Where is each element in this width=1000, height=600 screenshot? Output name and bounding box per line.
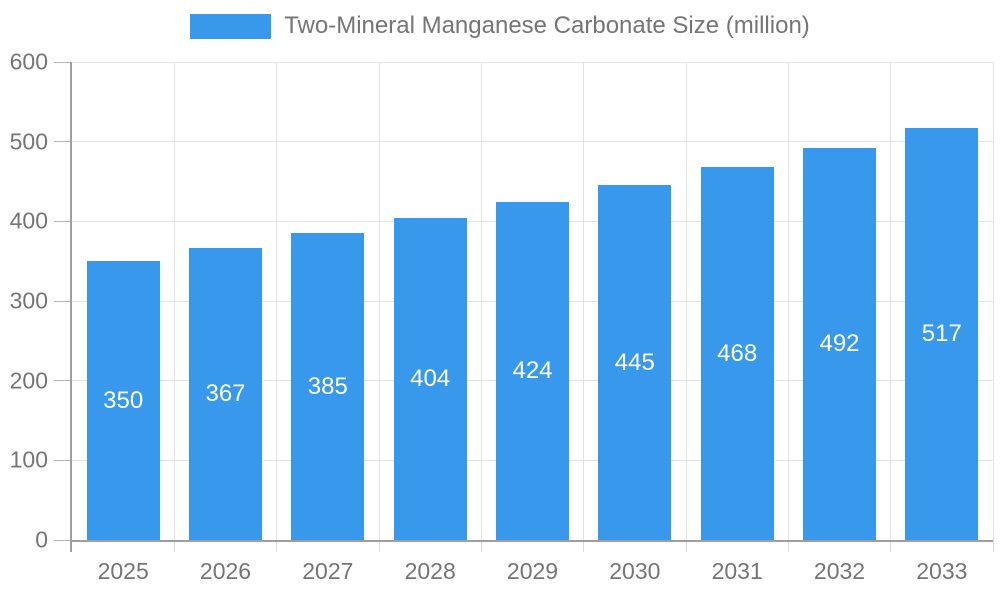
y-axis-tick xyxy=(54,380,70,382)
bar-value-label: 404 xyxy=(410,365,451,393)
y-tick-label: 400 xyxy=(9,207,48,234)
legend-label: Two-Mineral Manganese Carbonate Size (mi… xyxy=(284,12,810,39)
x-gridline xyxy=(276,62,278,540)
x-gridline xyxy=(787,62,789,540)
y-gridline xyxy=(72,61,993,63)
x-tick-label: 2027 xyxy=(302,558,354,584)
y-axis-line xyxy=(70,62,72,552)
x-gridline xyxy=(992,62,994,540)
y-axis-tick xyxy=(54,539,70,541)
bar-value-label: 350 xyxy=(103,386,144,414)
bar-2031: 468 xyxy=(700,167,774,540)
y-tick-label: 0 xyxy=(35,526,48,553)
x-axis-line xyxy=(70,540,993,542)
x-tick-label: 2028 xyxy=(404,558,456,584)
bar-value-label: 445 xyxy=(614,348,655,376)
bar-value-label: 424 xyxy=(512,357,553,385)
y-tick-label: 100 xyxy=(9,446,48,473)
bar-2025: 350 xyxy=(86,261,160,540)
x-gridline xyxy=(378,62,380,540)
x-axis-tick xyxy=(583,540,585,552)
bar-value-label: 517 xyxy=(921,320,962,348)
x-tick-label: 2029 xyxy=(506,558,559,584)
x-axis-tick xyxy=(276,540,278,552)
x-gridline xyxy=(480,62,482,540)
x-tick-label: 2030 xyxy=(609,558,661,584)
bar-2032: 492 xyxy=(803,148,876,540)
x-axis-tick xyxy=(685,540,687,552)
x-gridline xyxy=(583,62,585,540)
y-gridline xyxy=(72,141,993,143)
y-axis-tick xyxy=(54,220,70,222)
x-tick-label: 2033 xyxy=(916,558,968,584)
chart-legend: Two-Mineral Manganese Carbonate Size (mi… xyxy=(0,12,1000,40)
y-axis-tick xyxy=(54,300,70,302)
bar-value-label: 492 xyxy=(819,330,860,358)
y-axis-tick xyxy=(54,141,70,143)
y-tick-label: 600 xyxy=(9,48,48,75)
y-axis-tick xyxy=(54,459,70,461)
x-gridline xyxy=(685,62,687,540)
x-gridline xyxy=(890,62,892,540)
bar-value-label: 367 xyxy=(205,379,246,407)
bar-value-label: 468 xyxy=(717,339,758,367)
x-gridline xyxy=(173,62,175,540)
x-axis-tick xyxy=(890,540,892,552)
bar-2029: 424 xyxy=(496,202,569,540)
bar-2028: 404 xyxy=(393,218,467,540)
bar-value-label: 385 xyxy=(307,372,348,400)
x-axis-tick xyxy=(480,540,482,552)
x-axis-tick xyxy=(787,540,789,552)
x-tick-label: 2031 xyxy=(711,558,763,584)
bar-2026: 367 xyxy=(189,247,262,540)
x-axis-tick xyxy=(992,540,994,552)
plot-area: 0 100 200 300 400 500 600 350 2025 367 2026 385 2027… xyxy=(10,49,994,584)
y-axis-tick xyxy=(54,61,70,63)
x-tick-label: 2026 xyxy=(199,558,252,584)
x-axis-tick xyxy=(173,540,175,552)
bar-2033: 517 xyxy=(905,128,979,540)
x-axis-tick xyxy=(378,540,380,552)
bar-2030: 445 xyxy=(598,185,672,540)
y-tick-label: 300 xyxy=(9,287,48,314)
x-tick-label: 2032 xyxy=(813,558,866,584)
bar-2027: 385 xyxy=(291,233,365,540)
x-tick-label: 2025 xyxy=(97,558,149,584)
y-tick-label: 500 xyxy=(9,128,48,155)
legend-swatch xyxy=(190,13,272,39)
y-tick-label: 200 xyxy=(9,367,48,394)
